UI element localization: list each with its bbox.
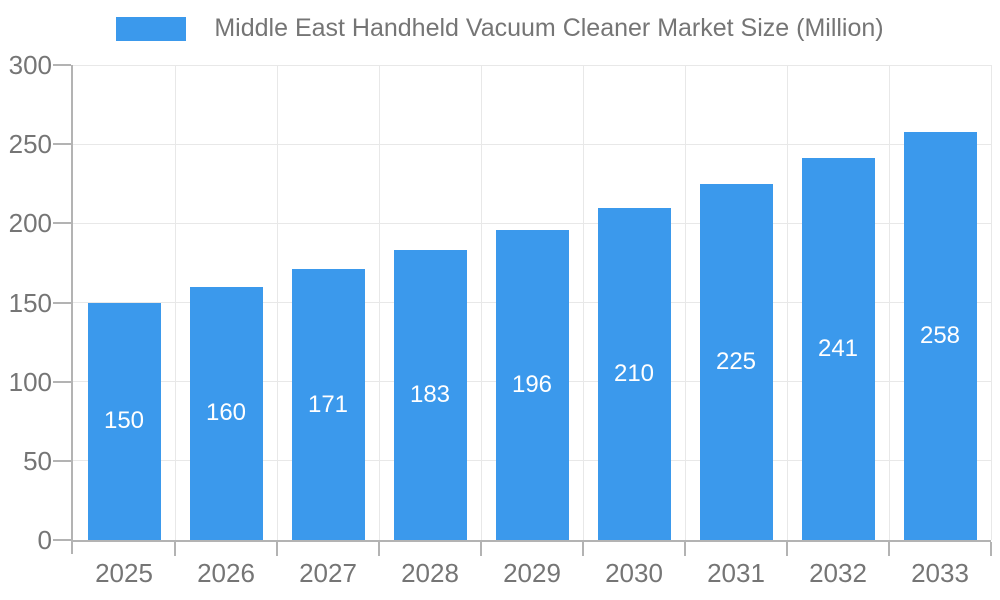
bar (495, 229, 569, 540)
legend: Middle East Handheld Vacuum Cleaner Mark… (0, 14, 1000, 43)
x-tick-label: 2025 (95, 558, 153, 588)
y-tick-label: 0 (37, 525, 52, 555)
gridline-v (990, 65, 992, 540)
bar-value-label: 150 (103, 407, 145, 435)
x-axis-line (73, 540, 991, 542)
x-tick (888, 542, 890, 556)
bar-value-label: 196 (511, 370, 553, 398)
gridline-v (174, 65, 176, 540)
bar-value-label: 183 (409, 381, 451, 409)
y-axis-line (71, 65, 73, 554)
gridline-v (378, 65, 380, 540)
y-tick (53, 459, 71, 462)
y-tick-label: 150 (8, 287, 52, 318)
y-tick-label: 100 (8, 366, 52, 397)
y-tick-label: 300 (8, 50, 52, 80)
plot-area: 150 160 171 183 196 210 225 241 258 (53, 64, 992, 556)
bar-value-label: 241 (817, 335, 859, 363)
bar-value-label: 210 (613, 359, 655, 387)
x-tick-label: 2032 (809, 558, 867, 588)
bar (903, 131, 977, 540)
x-tick-label: 2033 (911, 558, 969, 588)
bar (801, 158, 875, 540)
bar-value-label: 160 (205, 399, 247, 427)
gridline-v (786, 65, 788, 540)
y-tick-label: 200 (8, 208, 52, 239)
bar-value-label: 225 (715, 347, 757, 375)
x-tick-label: 2030 (605, 558, 663, 588)
x-tick (786, 542, 788, 556)
y-tick (53, 222, 71, 225)
legend-swatch (116, 16, 187, 41)
bar-value-label: 171 (307, 390, 349, 418)
x-tick (684, 542, 686, 556)
gridline-h (73, 64, 991, 66)
x-tick-label: 2026 (197, 558, 255, 588)
gridline-v (480, 65, 482, 540)
x-tick (174, 542, 176, 556)
y-tick (53, 64, 71, 66)
gridline-v (684, 65, 686, 540)
bar (699, 183, 773, 540)
x-tick-label: 2028 (401, 558, 459, 588)
bar (597, 207, 671, 540)
x-tick (276, 542, 278, 556)
x-tick-label: 2029 (503, 558, 561, 588)
x-tick (378, 542, 380, 556)
y-tick (53, 143, 71, 146)
gridline-h (73, 222, 991, 224)
gridline-v (276, 65, 278, 540)
x-tick-label: 2027 (299, 558, 357, 588)
x-tick (990, 542, 992, 556)
x-tick (582, 542, 584, 556)
bar (87, 302, 161, 540)
bar (189, 286, 263, 540)
bar (393, 250, 467, 540)
x-tick-label: 2031 (707, 558, 765, 588)
bar-value-label: 258 (919, 321, 961, 349)
y-tick (53, 539, 71, 541)
y-tick (53, 380, 71, 383)
gridline-v (582, 65, 584, 540)
legend-label: Middle East Handheld Vacuum Cleaner Mark… (214, 14, 884, 42)
x-tick (480, 542, 482, 556)
y-tick (53, 301, 71, 304)
bar (291, 269, 365, 540)
gridline-h (73, 143, 991, 145)
y-tick-label: 50 (23, 445, 52, 476)
gridline-v (888, 65, 890, 540)
y-tick-label: 250 (8, 129, 52, 160)
